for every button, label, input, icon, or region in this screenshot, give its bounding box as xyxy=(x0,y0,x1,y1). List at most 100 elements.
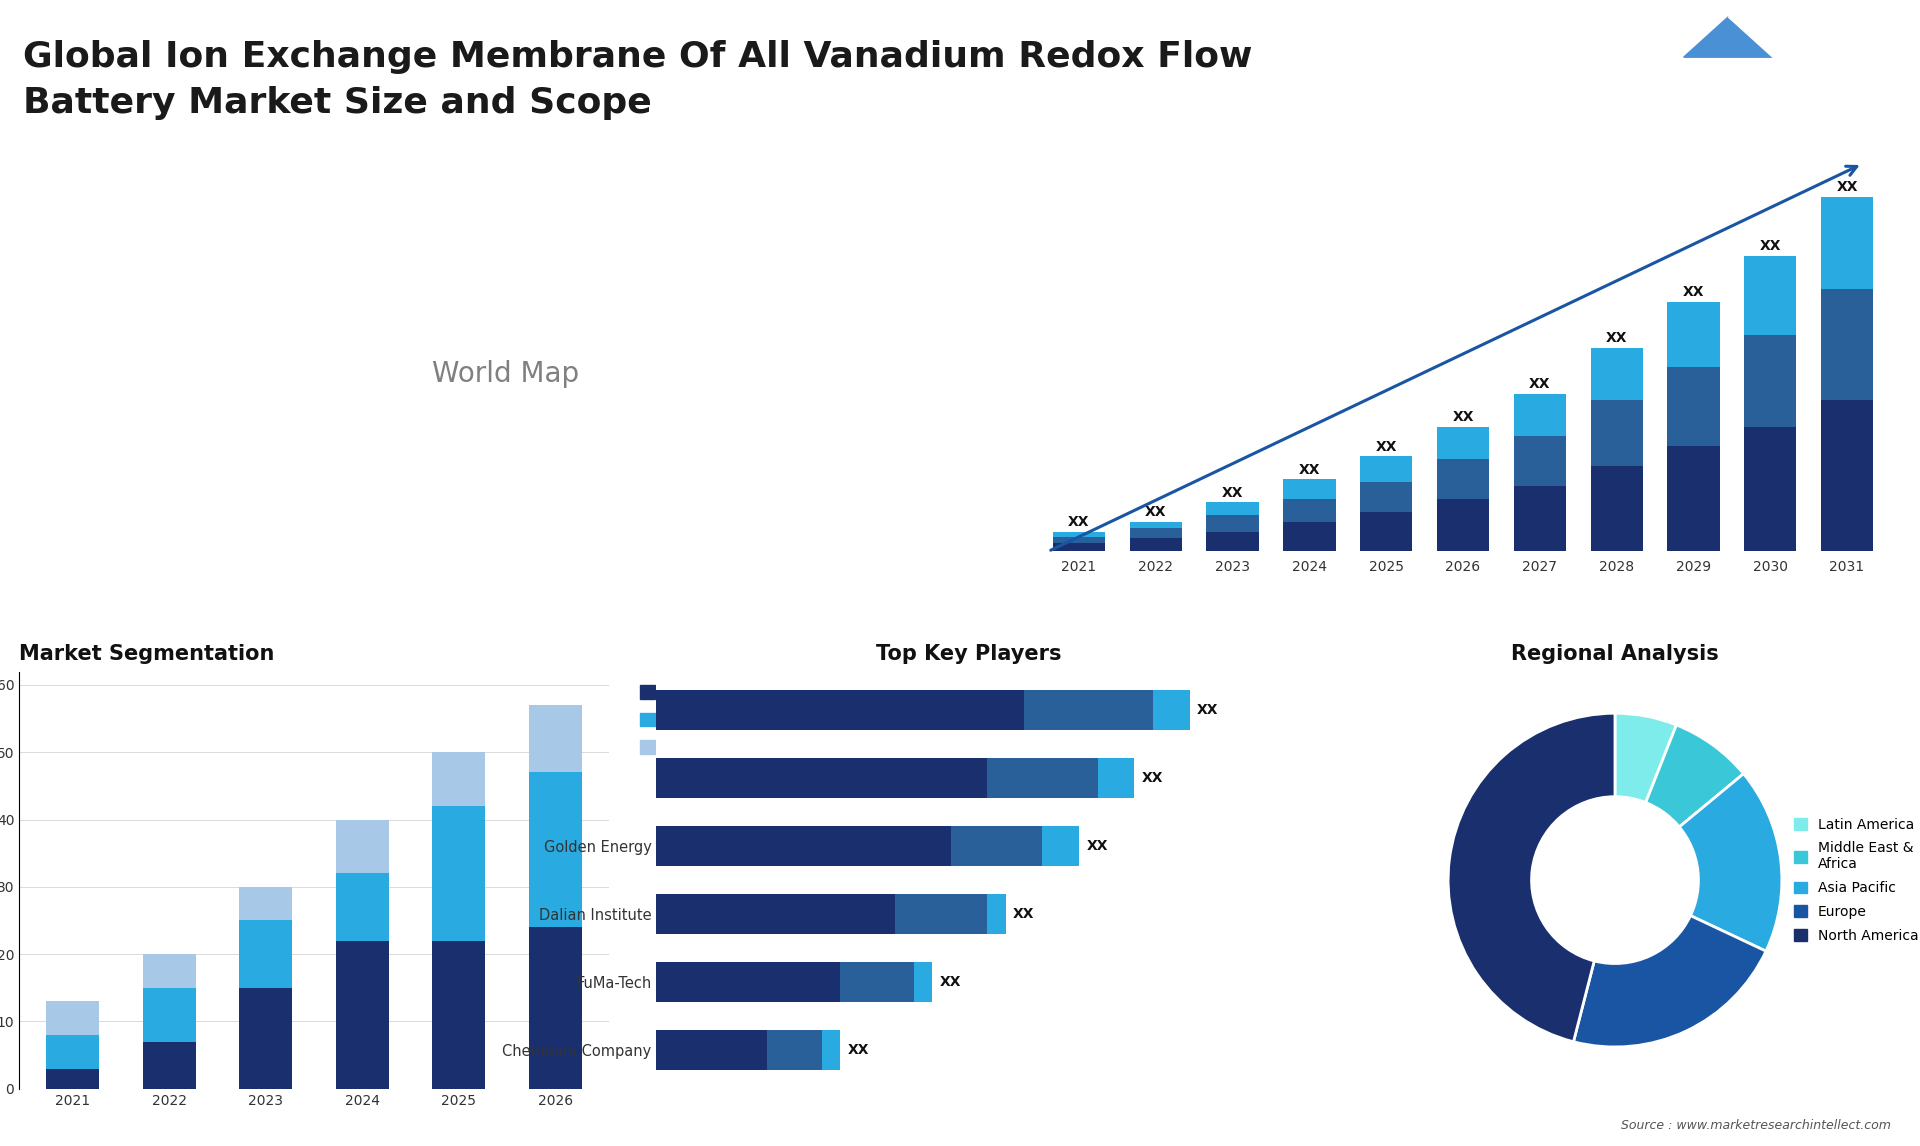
Wedge shape xyxy=(1448,713,1615,1042)
Bar xyxy=(1129,521,1183,528)
Text: INTELLECT: INTELLECT xyxy=(1730,109,1793,119)
Bar xyxy=(1206,502,1260,516)
Bar xyxy=(1667,301,1720,368)
Bar xyxy=(1283,499,1336,521)
Text: XX: XX xyxy=(1221,486,1244,500)
Bar xyxy=(914,963,931,1002)
Bar xyxy=(46,1002,100,1035)
Bar xyxy=(1436,499,1490,551)
Bar xyxy=(1820,197,1874,289)
Bar xyxy=(766,1030,822,1069)
Bar xyxy=(1052,536,1106,543)
Bar xyxy=(1359,482,1413,512)
Bar xyxy=(1436,426,1490,460)
Text: XX: XX xyxy=(1196,704,1219,717)
Bar xyxy=(528,772,582,927)
Bar xyxy=(1206,516,1260,532)
Text: Global Ion Exchange Membrane Of All Vanadium Redox Flow: Global Ion Exchange Membrane Of All Vana… xyxy=(23,40,1252,74)
Text: World Map: World Map xyxy=(432,360,580,387)
Bar xyxy=(142,1042,196,1089)
Legend: Application, Product, Geography: Application, Product, Geography xyxy=(634,680,758,761)
Bar xyxy=(1590,466,1644,551)
Bar xyxy=(1820,289,1874,400)
Bar xyxy=(987,894,1006,934)
Bar xyxy=(1283,521,1336,551)
Polygon shape xyxy=(1636,17,1728,57)
Bar xyxy=(336,941,388,1089)
Bar xyxy=(1820,400,1874,551)
Text: XX: XX xyxy=(1142,771,1164,785)
Text: XX: XX xyxy=(847,1043,870,1057)
Text: XX: XX xyxy=(1452,410,1475,424)
Wedge shape xyxy=(1574,916,1766,1047)
Bar xyxy=(987,759,1098,798)
Text: XX: XX xyxy=(939,975,962,989)
Bar xyxy=(528,705,582,772)
Bar xyxy=(1129,539,1183,551)
Wedge shape xyxy=(1680,774,1782,951)
Bar xyxy=(240,887,292,920)
Bar xyxy=(432,941,486,1089)
Bar xyxy=(1052,532,1106,536)
Title: Top Key Players: Top Key Players xyxy=(876,644,1062,665)
Text: XX: XX xyxy=(1682,285,1705,299)
Bar xyxy=(1513,394,1567,437)
Bar xyxy=(142,955,196,988)
Bar xyxy=(432,752,486,806)
Bar xyxy=(1152,691,1190,730)
Bar xyxy=(1098,759,1135,798)
Polygon shape xyxy=(1728,17,1816,57)
Bar xyxy=(657,826,950,866)
Text: XX: XX xyxy=(1375,440,1398,454)
Legend: Latin America, Middle East &
Africa, Asia Pacific, Europe, North America: Latin America, Middle East & Africa, Asi… xyxy=(1789,813,1920,948)
Text: XX: XX xyxy=(1836,180,1859,194)
Bar xyxy=(1743,256,1797,335)
Bar xyxy=(1043,826,1079,866)
Bar xyxy=(1667,368,1720,446)
Bar xyxy=(1359,512,1413,551)
Text: MARKET: MARKET xyxy=(1738,74,1786,84)
Text: XX: XX xyxy=(1014,908,1035,921)
Bar xyxy=(1359,456,1413,482)
Bar xyxy=(1206,532,1260,551)
Text: XX: XX xyxy=(1605,331,1628,345)
Bar xyxy=(1023,691,1152,730)
Bar xyxy=(1283,479,1336,499)
Text: Battery Market Size and Scope: Battery Market Size and Scope xyxy=(23,86,651,120)
Bar xyxy=(950,826,1043,866)
Text: XX: XX xyxy=(1528,377,1551,391)
Bar xyxy=(1436,460,1490,499)
Bar xyxy=(822,1030,841,1069)
Bar xyxy=(1743,426,1797,551)
Text: XX: XX xyxy=(1298,463,1321,477)
Bar xyxy=(1129,528,1183,539)
Bar xyxy=(1667,446,1720,551)
Bar xyxy=(657,894,895,934)
Polygon shape xyxy=(1684,17,1772,57)
Bar xyxy=(240,920,292,988)
Bar xyxy=(528,927,582,1089)
Bar xyxy=(1743,335,1797,426)
Text: RESEARCH: RESEARCH xyxy=(1730,92,1793,101)
Bar xyxy=(657,1030,766,1069)
Bar xyxy=(336,873,388,941)
Wedge shape xyxy=(1645,725,1743,827)
Bar xyxy=(46,1035,100,1068)
Bar xyxy=(841,963,914,1002)
Bar xyxy=(336,819,388,873)
Bar xyxy=(1590,400,1644,466)
Bar xyxy=(657,759,987,798)
Bar xyxy=(240,988,292,1089)
Bar xyxy=(46,1068,100,1089)
Bar xyxy=(1052,543,1106,551)
Bar xyxy=(432,806,486,941)
Text: XX: XX xyxy=(1759,240,1782,253)
Bar xyxy=(142,988,196,1042)
Bar xyxy=(1513,486,1567,551)
Text: XX: XX xyxy=(1068,515,1091,529)
Bar xyxy=(657,691,1023,730)
Text: Market Segmentation: Market Segmentation xyxy=(19,644,275,665)
Text: XX: XX xyxy=(1087,839,1108,853)
Text: Source : www.marketresearchintellect.com: Source : www.marketresearchintellect.com xyxy=(1620,1120,1891,1132)
Bar xyxy=(895,894,987,934)
